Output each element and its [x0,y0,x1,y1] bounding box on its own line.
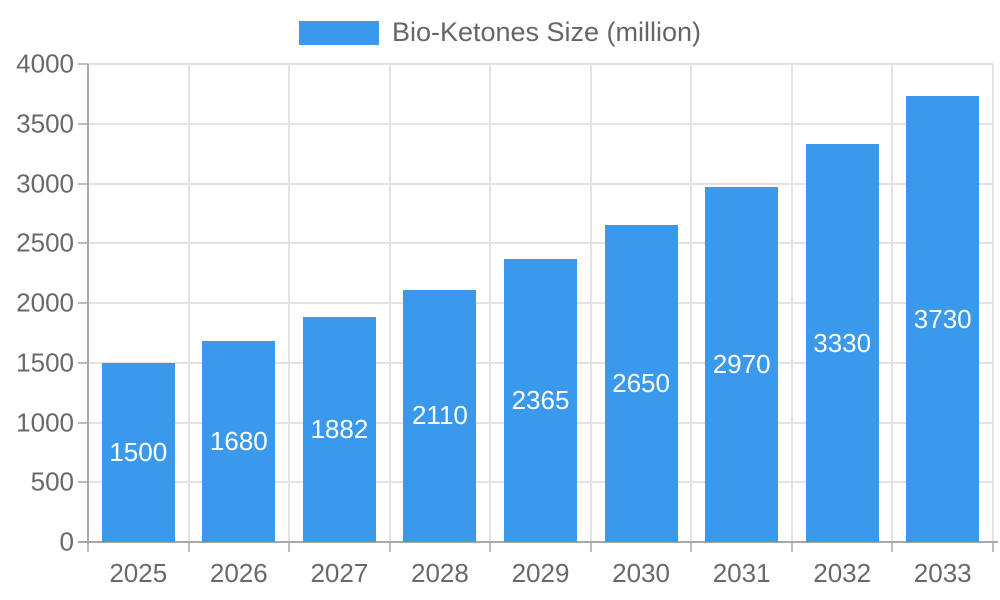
y-tick-label: 0 [59,526,74,557]
bar-2031[interactable]: 2970 [705,187,779,542]
gridline-horizontal [88,63,993,65]
bar-2027[interactable]: 1882 [302,317,376,542]
x-tick-mark [589,542,592,552]
y-tick-mark [78,63,88,65]
x-tick-label-2029: 2029 [511,558,570,588]
bar-2033[interactable]: 3730 [906,96,980,542]
y-tick-label: 1000 [16,407,74,437]
x-tick-label-2027: 2027 [310,558,369,588]
y-tick-label: 4000 [16,48,74,79]
legend-swatch [298,20,379,45]
gridline-horizontal [88,242,993,245]
x-tick-label-2031: 2031 [712,558,771,588]
bar-value-label: 2650 [612,368,670,399]
y-tick-label: 500 [30,466,74,497]
gridline-vertical [790,64,793,542]
x-tick-label-2026: 2026 [209,558,268,588]
x-tick-label-2028: 2028 [411,558,469,588]
bar-2028[interactable]: 2110 [403,289,477,542]
y-tick-mark [78,481,88,484]
x-tick-mark [992,542,994,552]
bar-value-label: 1500 [109,436,168,467]
x-tick-mark [790,542,793,552]
bar-value-label: 3730 [913,303,972,334]
gridline-vertical [690,64,693,542]
x-tick-mark [87,542,89,552]
bar-value-label: 2110 [411,400,468,431]
bar-value-label: 3330 [813,327,872,358]
y-tick-mark [78,421,88,424]
gridline-vertical [489,64,492,542]
y-tick-mark [78,242,88,245]
y-tick-label: 2500 [16,227,74,258]
y-tick-mark [78,302,88,304]
gridline-vertical [992,64,994,542]
x-tick-label-2030: 2030 [612,558,670,588]
x-tick-mark [489,542,492,552]
x-tick-label-2032: 2032 [813,558,872,588]
bar-2032[interactable]: 3330 [805,144,879,542]
x-tick-mark [388,542,391,552]
bar-2030[interactable]: 2650 [604,225,678,542]
bar-2026[interactable]: 1680 [202,341,276,542]
gridline-vertical [187,64,190,542]
bar-2029[interactable]: 2365 [504,259,577,542]
gridline-horizontal [88,182,993,185]
y-tick-label: 1500 [16,347,74,378]
bar-2025[interactable]: 1500 [101,362,175,542]
x-tick-mark [187,542,190,552]
x-tick-mark [288,542,291,552]
x-axis-line [78,541,998,543]
x-tick-mark [690,542,693,552]
bar-value-label: 2365 [511,385,570,416]
legend-label: Bio-Ketones Size (million) [391,17,702,47]
y-tick-mark [78,182,88,185]
bar-value-label: 1882 [310,414,369,445]
x-tick-label-2033: 2033 [913,558,972,588]
y-tick-mark [78,122,88,125]
bar-value-label: 2970 [712,349,771,380]
y-tick-label: 3500 [16,108,74,139]
gridline-vertical [589,64,592,542]
y-tick-label: 3000 [16,168,74,198]
x-tick-label-2025: 2025 [109,558,168,588]
gridline-vertical [388,64,391,542]
gridline-vertical [891,64,894,542]
legend[interactable]: Bio-Ketones Size (million) [0,19,1000,46]
x-tick-mark [891,542,894,552]
bar-value-label: 1680 [209,426,268,457]
y-tick-label: 2000 [16,287,74,318]
y-axis-line [87,64,89,542]
y-tick-mark [78,361,88,364]
gridline-vertical [288,64,291,542]
gridline-horizontal [88,122,993,125]
